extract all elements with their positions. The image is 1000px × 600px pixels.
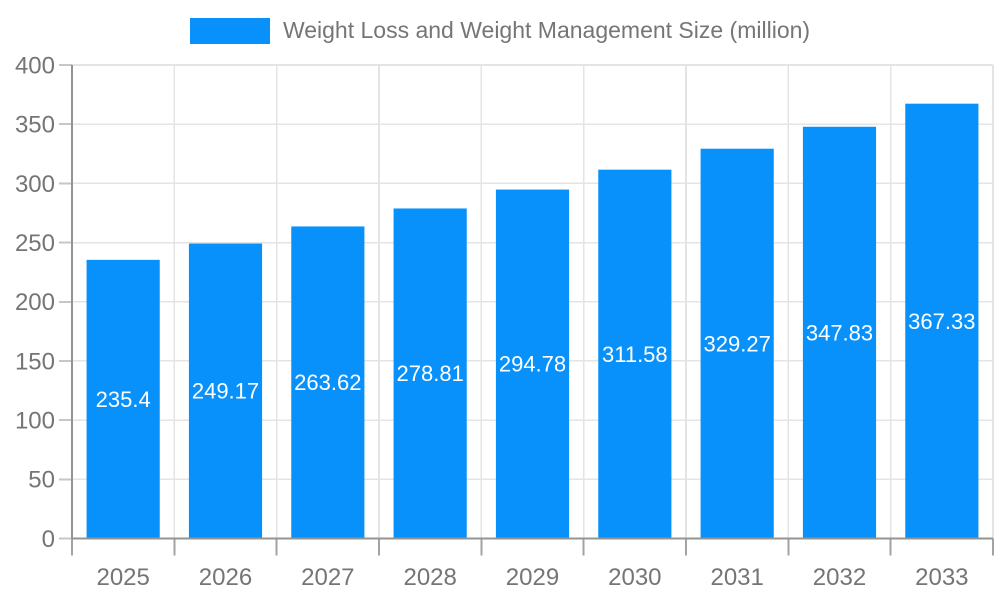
y-axis-tick-label: 0 [42, 526, 55, 553]
bar [802, 126, 877, 539]
bar-value-label: 367.33 [908, 309, 975, 334]
bar-value-label: 347.83 [806, 320, 873, 345]
bar [495, 189, 570, 539]
bar [905, 103, 979, 539]
y-axis-tick-label: 350 [15, 112, 55, 139]
y-axis-tick-label: 200 [15, 289, 55, 316]
bar-value-label: 278.81 [397, 361, 464, 386]
x-axis-category-label: 2030 [608, 564, 661, 591]
bar [598, 169, 672, 539]
bar [700, 148, 774, 539]
bar-value-label: 294.78 [499, 352, 566, 377]
y-axis-tick-label: 300 [15, 171, 55, 198]
x-axis-category-label: 2031 [710, 564, 763, 591]
bar-value-label: 235.4 [96, 387, 151, 412]
y-axis-tick-label: 400 [15, 52, 55, 79]
bar-value-label: 263.62 [294, 370, 361, 395]
bar [393, 208, 467, 539]
y-axis-tick-label: 100 [15, 408, 55, 435]
x-axis-category-label: 2027 [301, 564, 354, 591]
bar-value-label: 311.58 [602, 342, 668, 367]
x-axis-category-label: 2028 [403, 564, 456, 591]
x-axis-category-label: 2032 [813, 564, 866, 591]
x-axis-category-label: 2029 [506, 564, 559, 591]
bar-value-label: 329.27 [704, 331, 771, 356]
bar [188, 243, 263, 539]
x-axis-category-label: 2025 [96, 564, 149, 591]
y-axis-tick-label: 150 [15, 348, 55, 375]
y-axis-tick-label: 250 [15, 230, 55, 257]
bar-value-label: 249.17 [192, 379, 259, 404]
bar [291, 226, 365, 539]
y-axis-tick-label: 50 [28, 467, 55, 494]
bar [86, 259, 160, 539]
x-axis-category-label: 2026 [199, 564, 252, 591]
x-axis-category-label: 2033 [915, 564, 968, 591]
